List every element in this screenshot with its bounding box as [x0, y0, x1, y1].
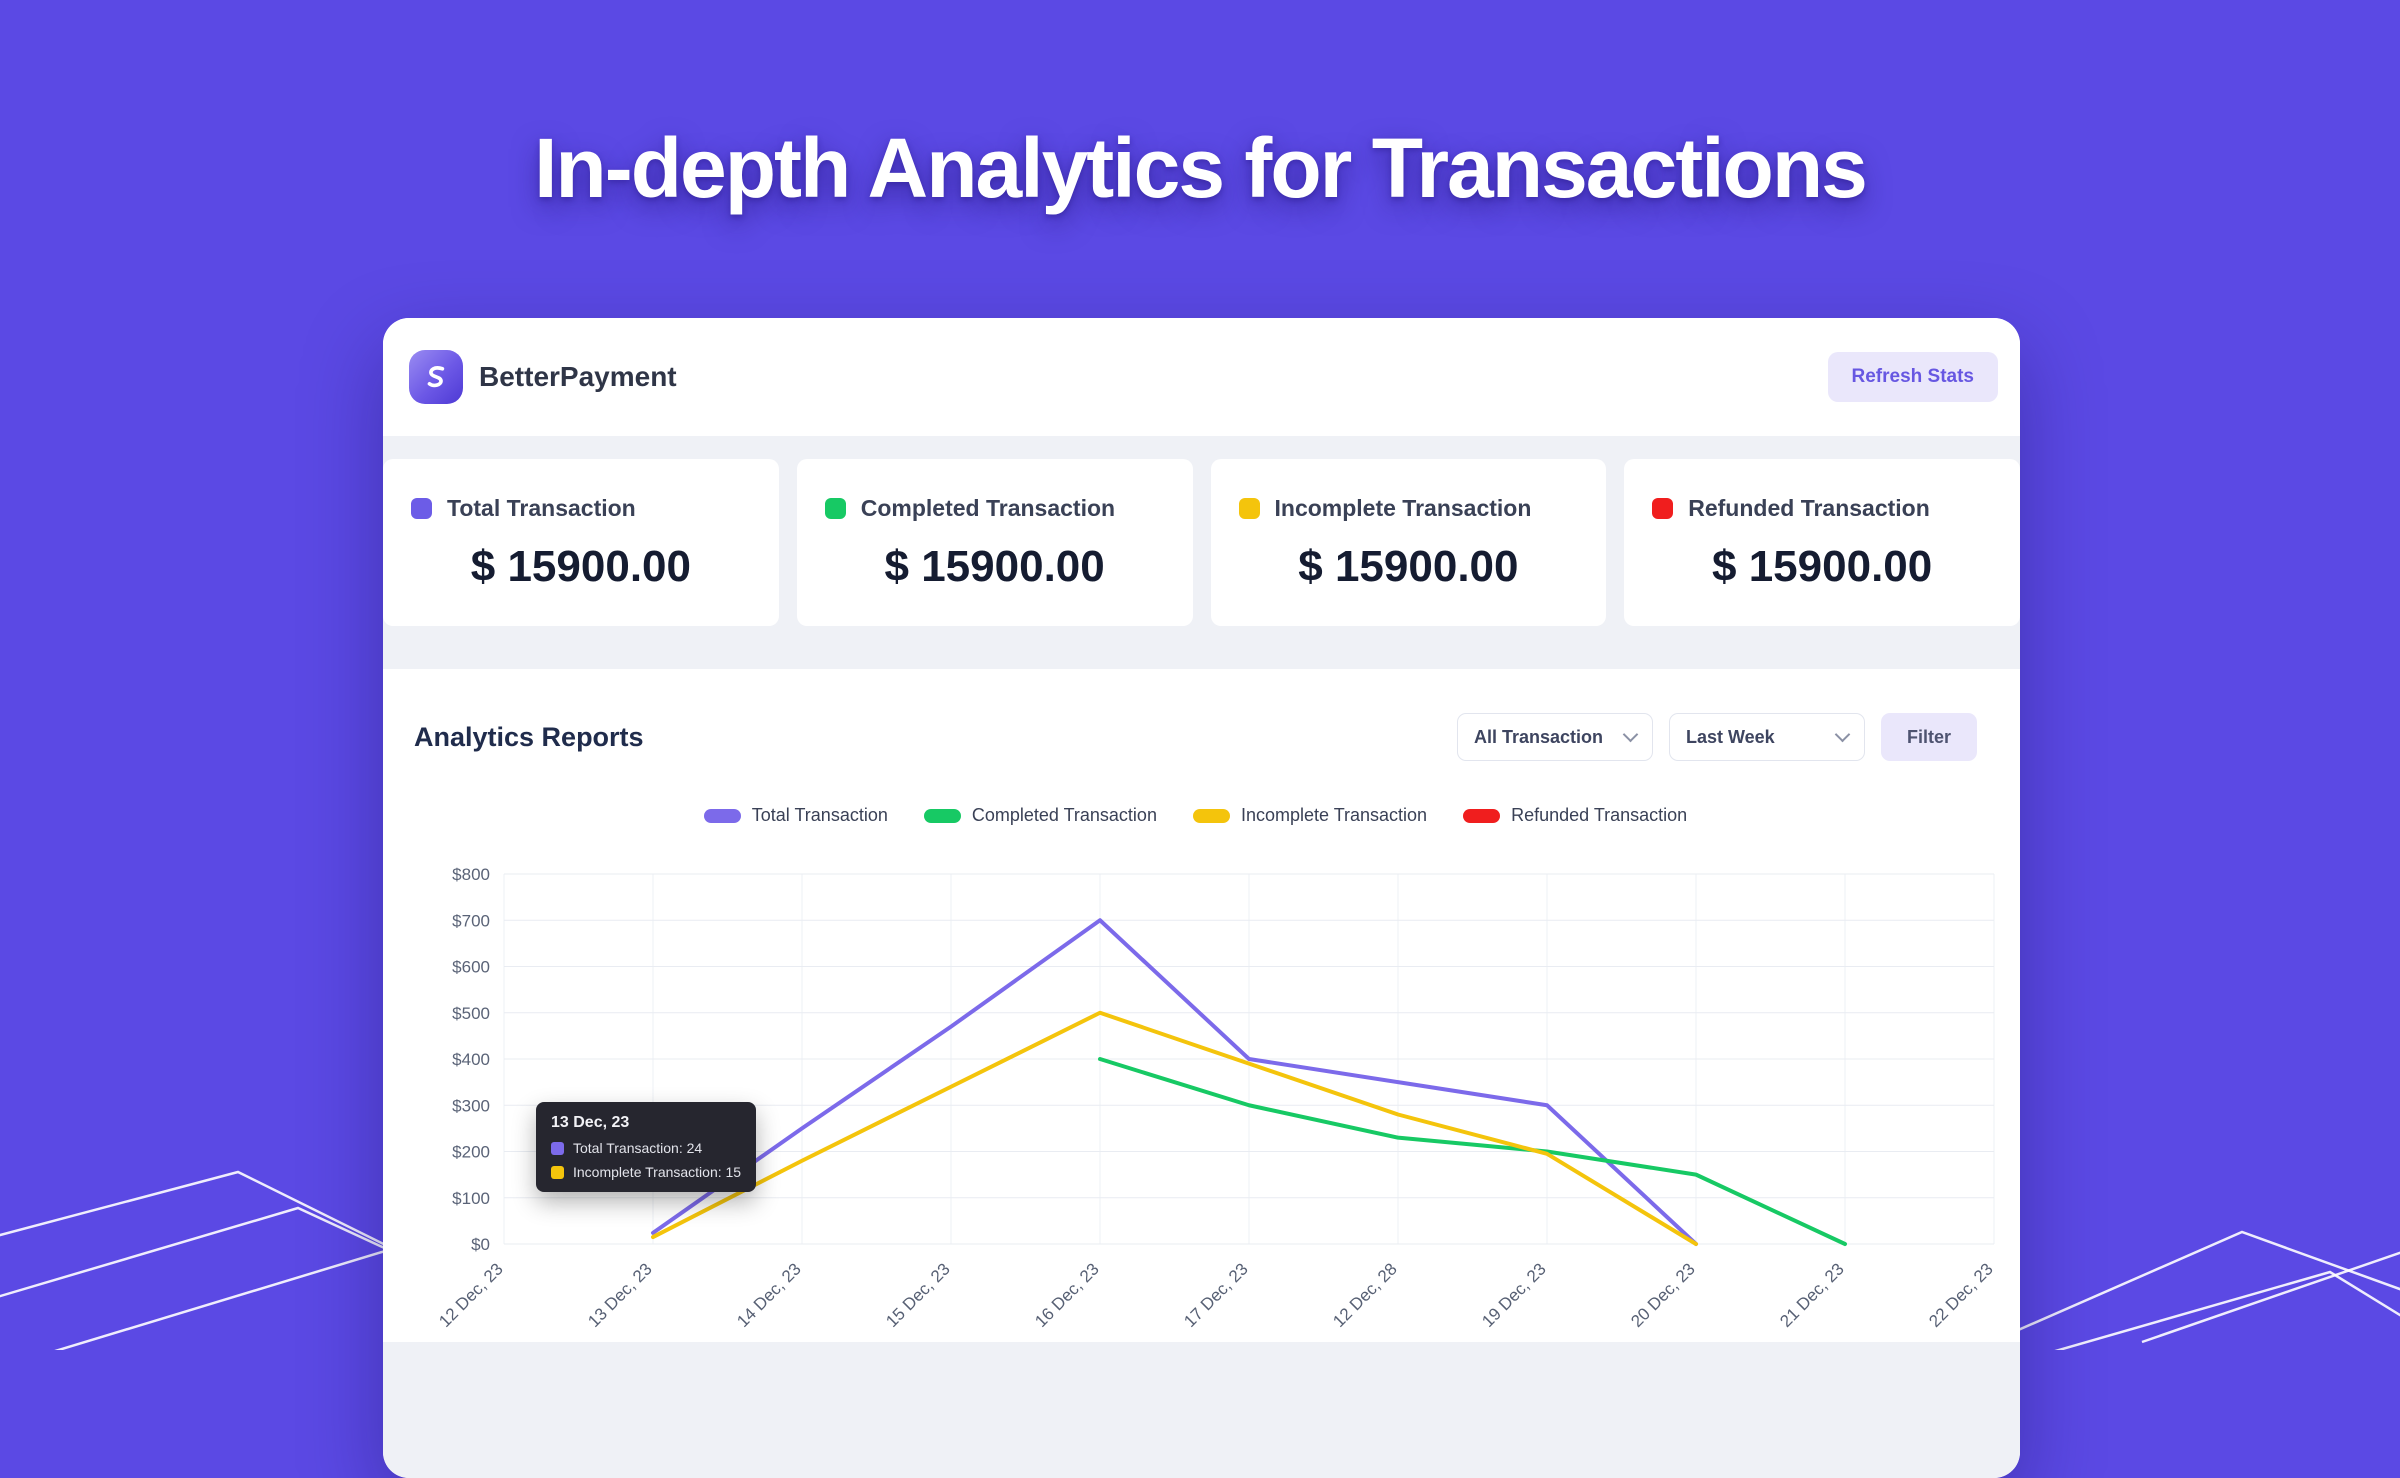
tooltip-title: 13 Dec, 23	[551, 1114, 630, 1131]
x-axis-tick-label: 21 Dec, 23	[1776, 1259, 1848, 1331]
y-axis-tick-label: $500	[452, 1004, 490, 1023]
series-line	[1098, 1057, 1847, 1246]
stat-color-icon	[1238, 498, 1260, 519]
y-axis-tick-label: $100	[452, 1189, 490, 1208]
stat-card: Refunded Transaction $ 15900.00	[1624, 459, 2020, 626]
chart-legend: Total Transaction Completed Transaction In…	[414, 805, 1977, 826]
hero-title: In-depth Analytics for Transactions	[534, 121, 1868, 215]
y-axis-tick-label: $0	[471, 1235, 490, 1254]
x-axis-tick-label: 13 Dec, 23	[584, 1259, 656, 1331]
stat-label: Completed Transaction	[860, 495, 1116, 521]
x-axis-tick-label: 14 Dec, 23	[733, 1259, 805, 1331]
y-axis-tick-label: $600	[452, 958, 490, 977]
y-axis-tick-label: $800	[452, 865, 490, 884]
tooltip-text: Incomplete Transaction: 15	[573, 1164, 742, 1180]
chevron-down-icon	[1622, 726, 1639, 743]
tooltip-color-icon	[551, 1141, 564, 1155]
series-line	[651, 1010, 1698, 1246]
stat-head: Completed Transaction	[824, 495, 1165, 522]
x-axis-tick-label: 16 Dec, 23	[1031, 1259, 1103, 1331]
legend-label: Incomplete Transaction	[1240, 805, 1428, 825]
legend-item[interactable]: Refunded Transaction	[1463, 805, 1687, 826]
y-axis-tick-label: $400	[452, 1050, 490, 1069]
card-footer-strip	[383, 1342, 2020, 1478]
legend-label: Total Transaction	[751, 805, 888, 825]
stat-amount: $ 15900.00	[1712, 542, 1933, 591]
analytics-section: Analytics Reports All Transaction Last W…	[383, 669, 2020, 1342]
refresh-stats-button[interactable]: Refresh Stats	[1827, 352, 1998, 402]
date-range-value: Last Week	[1685, 726, 1775, 747]
legend-color-icon	[1192, 808, 1230, 823]
x-axis-tick-label: 15 Dec, 23	[882, 1259, 954, 1331]
x-axis-tick-label: 20 Dec, 23	[1627, 1259, 1699, 1331]
section-title: Analytics Reports	[414, 721, 644, 752]
stats-row: Total Transaction $ 15900.00 Completed Tra…	[383, 436, 2020, 669]
chevron-down-icon	[1834, 726, 1851, 743]
tooltip-text: Total Transaction: 24	[573, 1140, 703, 1156]
transaction-type-value: All Transaction	[1473, 726, 1604, 747]
stat-color-icon	[411, 498, 432, 519]
x-axis-tick-label: 19 Dec, 23	[1478, 1259, 1550, 1331]
stat-color-icon	[824, 498, 846, 519]
y-axis-tick-label: $200	[452, 1143, 490, 1162]
y-axis-tick-label: $700	[452, 911, 490, 930]
tooltip-color-icon	[551, 1165, 564, 1179]
stat-card: Completed Transaction $ 15900.00	[796, 459, 1193, 626]
stat-amount: $ 15900.00	[884, 542, 1105, 591]
x-axis-tick-label: 17 Dec, 23	[1180, 1259, 1252, 1331]
chart-tooltip: 13 Dec, 23 Total Transaction: 24 Incomple…	[536, 1102, 757, 1192]
stat-color-icon	[1652, 498, 1674, 519]
legend-label: Completed Transaction	[971, 805, 1157, 825]
tooltip-rows: Total Transaction: 24 Incomplete Transact…	[551, 1140, 741, 1180]
stat-label: Total Transaction	[447, 495, 636, 521]
stat-amount: $ 15900.00	[470, 542, 691, 591]
series-line	[651, 918, 1698, 1246]
legend-label: Refunded Transaction	[1511, 805, 1688, 825]
x-axis-tick-label: 22 Dec, 23	[1925, 1259, 1997, 1331]
stat-card: Total Transaction $ 15900.00	[383, 459, 779, 626]
legend-color-icon	[923, 808, 961, 823]
tooltip-row: Incomplete Transaction: 15	[551, 1164, 741, 1180]
dashboard-card: BetterPayment Refresh Stats Total Transa…	[383, 318, 2020, 1478]
chart-area: $0 $100 $200 $300 $400 $500 $600 $700 $800 12 Dec…	[414, 862, 1997, 1342]
stat-amount: $ 15900.00	[1298, 542, 1519, 591]
stat-head: Incomplete Transaction	[1238, 495, 1579, 522]
stat-head: Total Transaction	[411, 495, 751, 522]
transaction-type-select[interactable]: All Transaction	[1456, 713, 1653, 761]
brand-name: BetterPayment	[479, 361, 677, 392]
transactions-line-chart: $0 $100 $200 $300 $400 $500 $600 $700 $800 12 Dec…	[435, 865, 1997, 1331]
betterpayment-logo-icon	[409, 350, 463, 404]
legend-color-icon	[703, 808, 741, 823]
stat-label: Refunded Transaction	[1688, 495, 1930, 521]
date-range-select[interactable]: Last Week	[1668, 713, 1865, 761]
filter-controls: All Transaction Last Week Filter	[1456, 713, 1977, 761]
stat-head: Refunded Transaction	[1652, 495, 1992, 522]
legend-item[interactable]: Total Transaction	[703, 805, 888, 826]
x-axis-tick-label: 12 Dec, 23	[435, 1259, 507, 1331]
y-axis-tick-label: $300	[452, 1096, 490, 1115]
legend-item[interactable]: Incomplete Transaction	[1192, 805, 1428, 826]
tooltip-row: Total Transaction: 24	[551, 1140, 741, 1156]
x-axis-tick-label: 12 Dec, 28	[1329, 1259, 1401, 1331]
legend-item[interactable]: Completed Transaction	[923, 805, 1157, 826]
card-header: BetterPayment Refresh Stats	[383, 318, 2020, 436]
stat-card: Incomplete Transaction $ 15900.00	[1210, 459, 1607, 626]
analytics-header: Analytics Reports All Transaction Last W…	[414, 713, 1977, 761]
legend-color-icon	[1463, 808, 1501, 823]
stat-label: Incomplete Transaction	[1274, 495, 1532, 521]
filter-button[interactable]: Filter	[1880, 713, 1977, 761]
